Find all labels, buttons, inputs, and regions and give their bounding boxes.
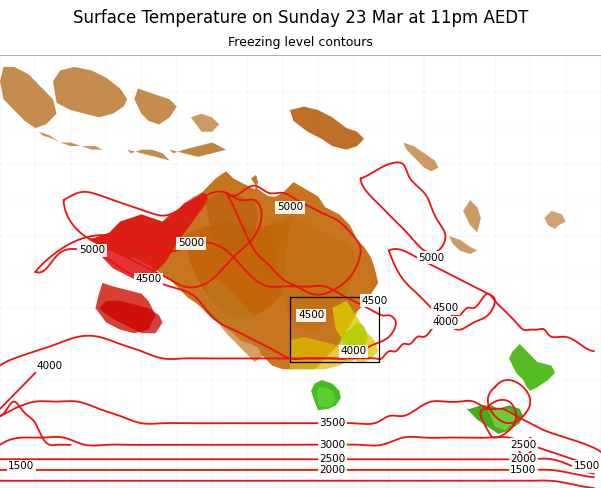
Polygon shape	[340, 323, 368, 362]
Polygon shape	[99, 301, 163, 333]
Polygon shape	[463, 200, 481, 232]
Text: 2500: 2500	[319, 454, 346, 464]
Polygon shape	[205, 193, 258, 250]
Polygon shape	[332, 301, 378, 362]
Text: Surface Temperature on Sunday 23 Mar at 11pm AEDT: Surface Temperature on Sunday 23 Mar at …	[73, 9, 528, 27]
Text: 2000: 2000	[510, 454, 536, 464]
Text: 5000: 5000	[79, 245, 105, 255]
Polygon shape	[466, 405, 523, 434]
Text: 4500: 4500	[362, 296, 388, 306]
Text: 3500: 3500	[319, 418, 346, 428]
Text: 5000: 5000	[277, 203, 303, 212]
Polygon shape	[127, 150, 169, 161]
Polygon shape	[509, 344, 555, 391]
Polygon shape	[449, 236, 477, 254]
Text: 1500: 1500	[510, 465, 536, 475]
Polygon shape	[488, 409, 516, 430]
Polygon shape	[205, 279, 272, 362]
Text: 5000: 5000	[418, 253, 444, 263]
Polygon shape	[53, 67, 127, 117]
Polygon shape	[0, 67, 56, 128]
Text: Freezing level contours: Freezing level contours	[228, 36, 373, 49]
Polygon shape	[317, 387, 336, 407]
Polygon shape	[403, 142, 438, 171]
Text: 4500: 4500	[135, 274, 162, 284]
Text: 2500: 2500	[510, 440, 536, 450]
Polygon shape	[290, 337, 353, 369]
Polygon shape	[191, 114, 219, 132]
Text: 5000: 5000	[178, 238, 204, 248]
Text: 1500: 1500	[8, 462, 34, 471]
Polygon shape	[96, 283, 156, 333]
Polygon shape	[311, 380, 341, 410]
Polygon shape	[88, 171, 378, 369]
Polygon shape	[290, 106, 364, 150]
Text: 4500: 4500	[432, 303, 459, 313]
Text: 4000: 4000	[37, 361, 63, 370]
Polygon shape	[39, 132, 103, 150]
Polygon shape	[545, 211, 566, 229]
Text: 4000: 4000	[432, 318, 459, 327]
Polygon shape	[184, 218, 290, 319]
Text: 4500: 4500	[298, 310, 324, 320]
Text: 2000: 2000	[319, 465, 346, 475]
Polygon shape	[88, 193, 209, 283]
Text: 1500: 1500	[574, 462, 600, 471]
Polygon shape	[269, 215, 357, 330]
Text: 4000: 4000	[341, 346, 367, 356]
Text: 3000: 3000	[319, 440, 346, 450]
Polygon shape	[135, 88, 177, 124]
Polygon shape	[169, 142, 226, 157]
